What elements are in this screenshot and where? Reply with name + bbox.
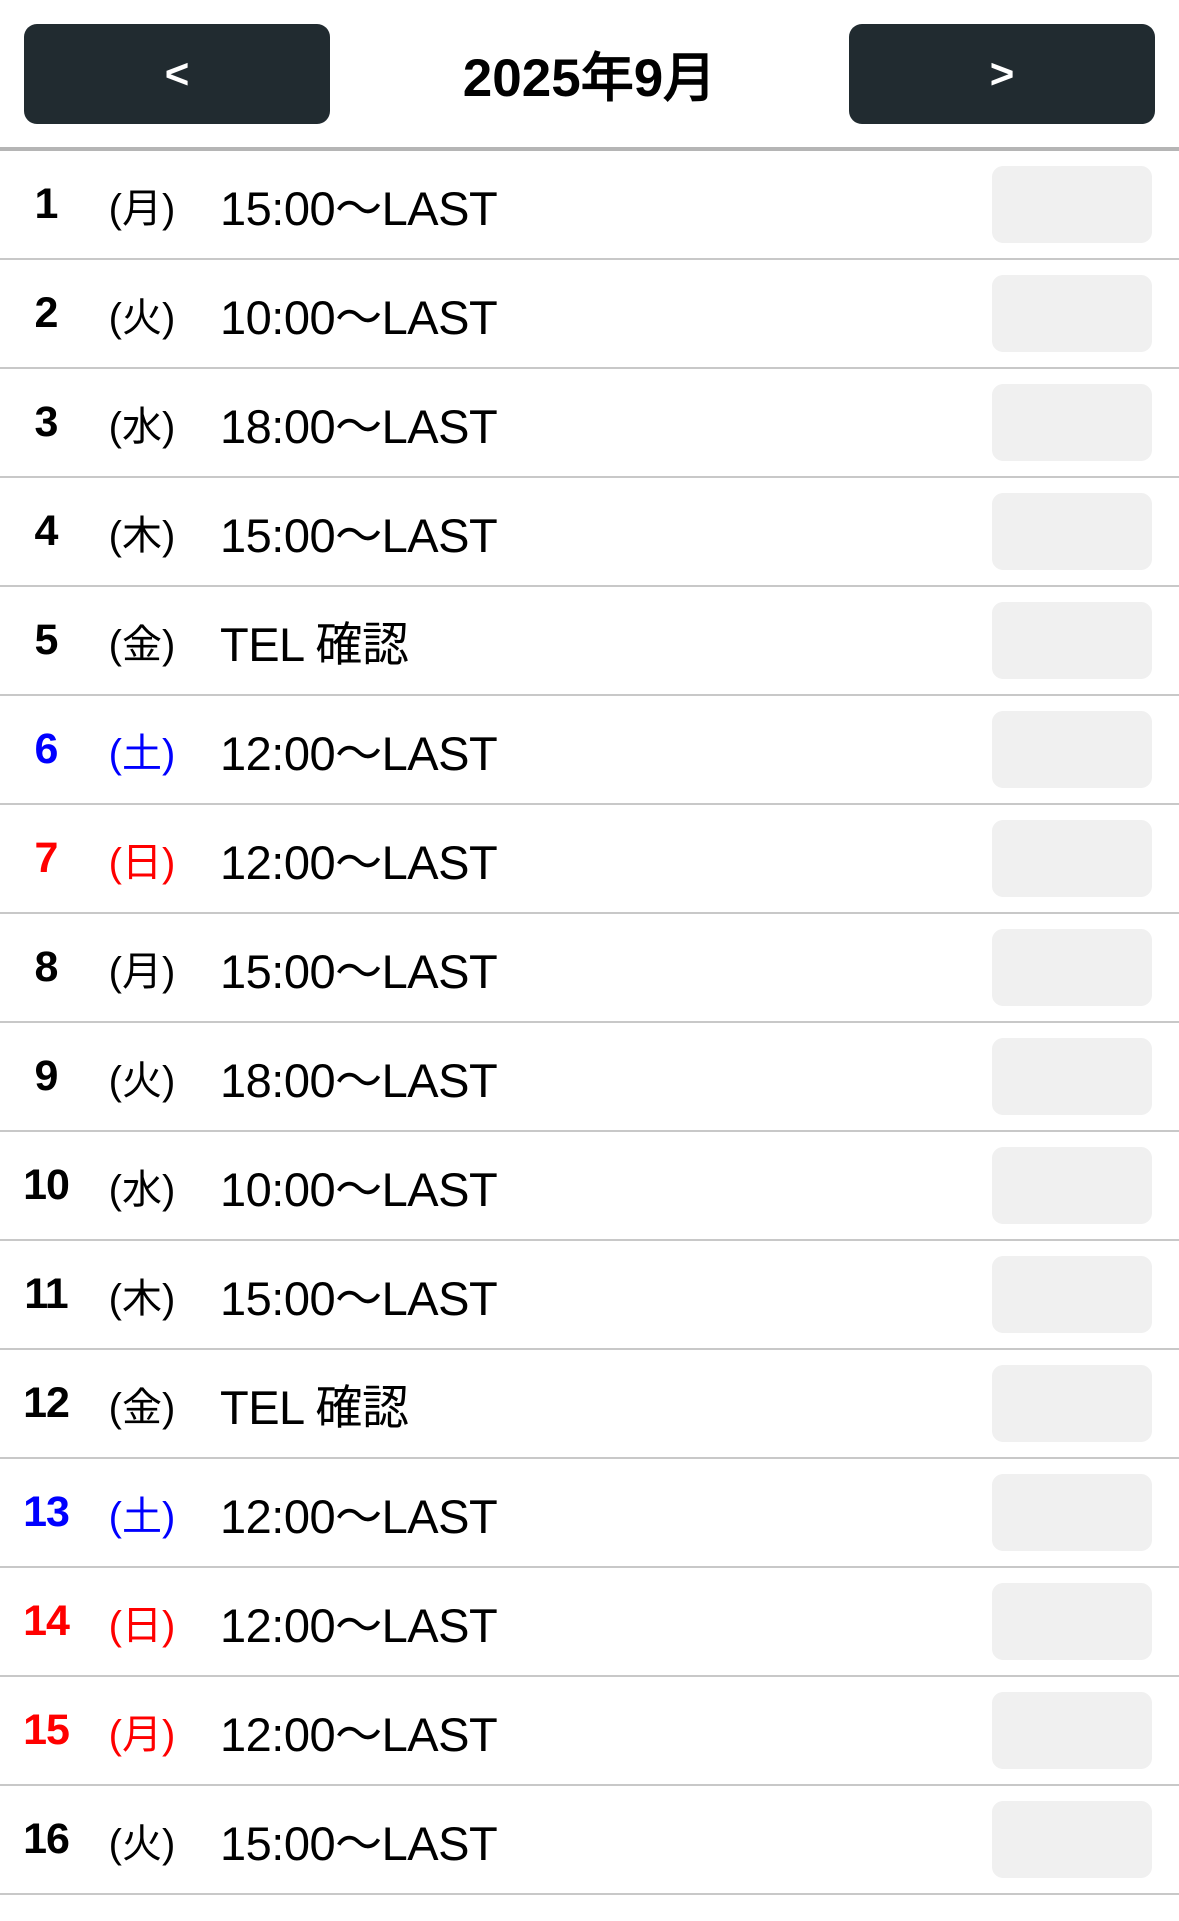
schedule-row[interactable]: 2 (火) 10:00〜LAST xyxy=(0,260,1179,369)
reservation-slot-box[interactable] xyxy=(992,1038,1152,1115)
day-hours: 12:00〜LAST xyxy=(220,727,498,780)
reservation-slot-box[interactable] xyxy=(992,711,1152,788)
schedule-row[interactable]: 9 (火) 18:00〜LAST xyxy=(0,1023,1179,1132)
day-weekday: (火) xyxy=(108,1058,176,1103)
day-number: 11 xyxy=(24,1270,68,1318)
schedule-row[interactable]: 7 (日) 12:00〜LAST xyxy=(0,805,1179,914)
day-number: 13 xyxy=(23,1488,70,1536)
day-weekday: (月) xyxy=(108,1712,176,1757)
day-weekday: (火) xyxy=(108,1821,176,1866)
month-header: < 2025年9月 > xyxy=(0,0,1179,148)
day-number: 6 xyxy=(34,725,59,773)
day-weekday: (土) xyxy=(108,1494,176,1539)
day-number: 2 xyxy=(34,289,59,337)
day-hours: 15:00〜LAST xyxy=(220,182,498,235)
reservation-slot-box[interactable] xyxy=(992,820,1152,897)
day-weekday: (日) xyxy=(108,840,176,885)
schedule-list: 1 (月) 15:00〜LAST 2 (火) 10:00〜LAST 3 (水) 18:00〜LA… xyxy=(0,151,1179,1895)
schedule-row[interactable]: 5 (金) TEL 確認 xyxy=(0,587,1179,696)
day-hours: 15:00〜LAST xyxy=(220,509,498,562)
schedule-row[interactable]: 11 (木) 15:00〜LAST xyxy=(0,1241,1179,1350)
day-number: 14 xyxy=(23,1597,70,1645)
reservation-slot-box[interactable] xyxy=(992,929,1152,1006)
day-weekday: (日) xyxy=(108,1603,176,1648)
day-weekday: (火) xyxy=(108,295,176,340)
reservation-slot-box[interactable] xyxy=(992,1801,1152,1878)
month-title: 2025年9月 xyxy=(462,49,717,108)
day-hours: 18:00〜LAST xyxy=(220,1054,498,1107)
reservation-slot-box[interactable] xyxy=(992,602,1152,679)
day-hours: TEL 確認 xyxy=(220,618,409,671)
reservation-slot-box[interactable] xyxy=(992,1583,1152,1660)
day-hours: 12:00〜LAST xyxy=(220,836,498,889)
day-number: 10 xyxy=(23,1161,70,1209)
day-hours: 10:00〜LAST xyxy=(220,291,498,344)
reservation-slot-box[interactable] xyxy=(992,1256,1152,1333)
day-number: 15 xyxy=(23,1706,70,1754)
day-number: 7 xyxy=(34,834,59,882)
day-hours: 15:00〜LAST xyxy=(220,1817,498,1870)
prev-month-button[interactable]: < xyxy=(24,24,330,124)
day-number: 9 xyxy=(34,1052,59,1100)
schedule-row[interactable]: 16 (火) 15:00〜LAST xyxy=(0,1786,1179,1895)
day-hours: 15:00〜LAST xyxy=(220,945,498,998)
day-hours: 10:00〜LAST xyxy=(220,1163,498,1216)
day-weekday: (木) xyxy=(108,513,176,558)
schedule-row[interactable]: 6 (土) 12:00〜LAST xyxy=(0,696,1179,805)
day-weekday: (土) xyxy=(108,731,176,776)
day-weekday: (水) xyxy=(108,1167,176,1212)
day-weekday: (水) xyxy=(108,404,176,449)
reservation-slot-box[interactable] xyxy=(992,1365,1152,1442)
day-weekday: (金) xyxy=(108,622,176,667)
day-number: 12 xyxy=(23,1379,70,1427)
schedule-row[interactable]: 12 (金) TEL 確認 xyxy=(0,1350,1179,1459)
day-hours: TEL 確認 xyxy=(220,1381,409,1434)
schedule-row[interactable]: 8 (月) 15:00〜LAST xyxy=(0,914,1179,1023)
day-hours: 18:00〜LAST xyxy=(220,400,498,453)
reservation-slot-box[interactable] xyxy=(992,166,1152,243)
day-hours: 15:00〜LAST xyxy=(220,1272,498,1325)
day-number: 3 xyxy=(34,398,59,446)
header-separator xyxy=(0,147,1179,151)
day-number: 1 xyxy=(34,180,59,228)
schedule-row[interactable]: 13 (土) 12:00〜LAST xyxy=(0,1459,1179,1568)
schedule-row[interactable]: 1 (月) 15:00〜LAST xyxy=(0,151,1179,260)
schedule-row[interactable]: 15 (月) 12:00〜LAST xyxy=(0,1677,1179,1786)
day-number: 5 xyxy=(34,616,59,664)
day-number: 16 xyxy=(23,1815,70,1863)
day-weekday: (金) xyxy=(108,1385,176,1430)
reservation-slot-box[interactable] xyxy=(992,1474,1152,1551)
reservation-slot-box[interactable] xyxy=(992,1147,1152,1224)
schedule-row[interactable]: 10 (水) 10:00〜LAST xyxy=(0,1132,1179,1241)
day-weekday: (月) xyxy=(108,949,176,994)
day-number: 4 xyxy=(34,507,59,555)
day-hours: 12:00〜LAST xyxy=(220,1708,498,1761)
day-hours: 12:00〜LAST xyxy=(220,1599,498,1652)
day-weekday: (木) xyxy=(108,1276,176,1321)
schedule-row[interactable]: 4 (木) 15:00〜LAST xyxy=(0,478,1179,587)
next-month-button[interactable]: > xyxy=(849,24,1155,124)
reservation-slot-box[interactable] xyxy=(992,493,1152,570)
schedule-row[interactable]: 3 (水) 18:00〜LAST xyxy=(0,369,1179,478)
day-weekday: (月) xyxy=(108,186,176,231)
day-number: 8 xyxy=(34,943,59,991)
reservation-slot-box[interactable] xyxy=(992,1692,1152,1769)
day-hours: 12:00〜LAST xyxy=(220,1490,498,1543)
reservation-slot-box[interactable] xyxy=(992,275,1152,352)
reservation-slot-box[interactable] xyxy=(992,384,1152,461)
schedule-row[interactable]: 14 (日) 12:00〜LAST xyxy=(0,1568,1179,1677)
